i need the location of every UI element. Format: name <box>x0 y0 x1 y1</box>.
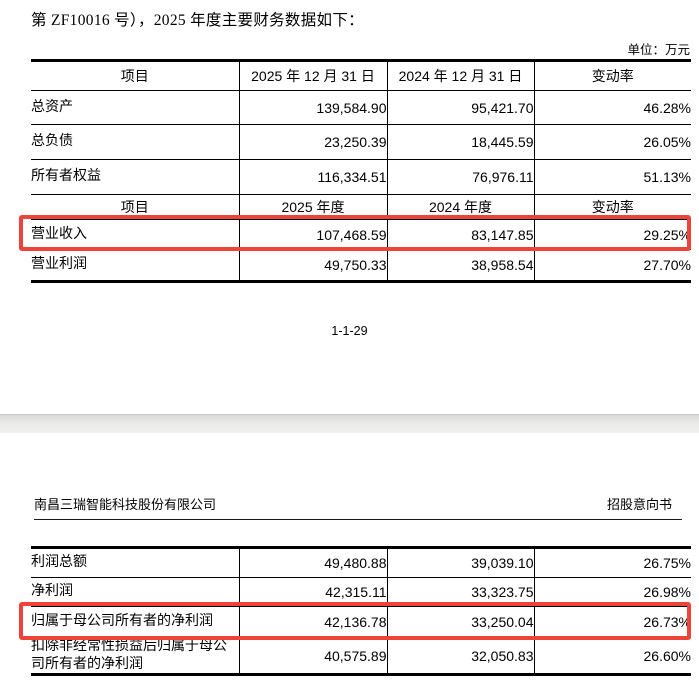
value-2024: 18,445.59 <box>386 124 534 160</box>
table-row-net-profit-deducted: 扣除非经常性损益后归属于母公司所有者的净利润 40,575.89 32,050.… <box>31 637 691 675</box>
document-type-label: 招股意向书 <box>606 497 672 512</box>
value-2024: 76,976.11 <box>386 159 534 195</box>
table-row-net-profit: 净利润 42,315.11 33,323.75 26.98% <box>31 577 691 607</box>
unit-label: 单位：万元 <box>627 43 690 57</box>
row-label: 归属于母公司所有者的净利润 <box>31 606 239 638</box>
financial-table-page1: 项目 2025 年 12 月 31 日 2024 年 12 月 31 日 变动率… <box>31 59 691 283</box>
col-header-2024-period: 2024 年度 <box>386 194 534 220</box>
table-row-net-profit-parent: 归属于母公司所有者的净利润 42,136.78 33,250.04 26.73% <box>31 606 691 638</box>
income-header-row: 项目 2025 年度 2024 年度 变动率 <box>31 194 691 220</box>
value-change: 29.25% <box>533 219 691 250</box>
table-row-total-profit: 利润总额 49,480.88 39,039.10 26.75% <box>31 547 691 578</box>
table-row-total-assets: 总资产 139,584.90 95,421.70 46.28% <box>31 90 691 125</box>
col-header-item: 项目 <box>31 194 239 220</box>
value-2025: 42,136.78 <box>238 606 387 638</box>
value-2025: 42,315.11 <box>238 577 387 607</box>
row-label: 净利润 <box>31 577 239 607</box>
page2-running-header: 南昌三瑞智能科技股份有限公司 招股意向书 <box>34 494 682 520</box>
page-separator-band <box>0 414 699 433</box>
table-row-total-liabilities: 总负债 23,250.39 18,445.59 26.05% <box>31 124 691 160</box>
balance-header-row: 项目 2025 年 12 月 31 日 2024 年 12 月 31 日 变动率 <box>31 60 691 91</box>
value-change: 26.05% <box>533 124 691 160</box>
row-label: 营业利润 <box>31 249 239 282</box>
row-label: 利润总额 <box>31 555 87 571</box>
value-2025: 23,250.39 <box>238 124 387 160</box>
value-change: 26.75% <box>533 547 691 578</box>
col-header-change-rate: 变动率 <box>533 60 691 91</box>
value-2024: 32,050.83 <box>386 637 534 675</box>
table-row-operating-profit: 营业利润 49,750.33 38,958.54 27.70% <box>31 249 691 282</box>
value-2025: 49,480.88 <box>238 547 387 578</box>
company-name: 南昌三瑞智能科技股份有限公司 <box>34 497 217 512</box>
value-change: 26.98% <box>533 577 691 607</box>
value-2024: 33,323.75 <box>386 577 534 607</box>
col-header-2025-period: 2025 年度 <box>238 194 387 220</box>
row-label: 总负债 <box>31 124 239 160</box>
value-change: 26.60% <box>533 637 691 675</box>
col-header-2024-date: 2024 年 12 月 31 日 <box>386 60 534 91</box>
col-header-item: 项目 <box>120 68 149 84</box>
value-2025: 40,575.89 <box>238 637 387 675</box>
financial-table-page2: 利润总额 49,480.88 39,039.10 26.75% 净利润 42,3… <box>31 546 691 676</box>
value-2024: 38,958.54 <box>386 249 534 282</box>
value-2025: 49,750.33 <box>238 249 387 282</box>
value-2024: 83,147.85 <box>386 219 534 250</box>
value-change: 51.13% <box>533 159 691 195</box>
value-2025: 116,334.51 <box>238 159 387 195</box>
value-2024: 33,250.04 <box>386 606 534 638</box>
row-label: 总资产 <box>31 90 239 125</box>
value-2025: 139,584.90 <box>238 90 387 125</box>
intro-text: 第 ZF10016 号），2025 年度主要财务数据如下： <box>31 12 364 29</box>
value-2024: 95,421.70 <box>386 90 534 125</box>
value-change: 26.73% <box>533 606 691 638</box>
table-row-operating-revenue: 营业收入 107,468.59 83,147.85 29.25% <box>31 219 691 250</box>
value-2024: 39,039.10 <box>386 547 534 578</box>
row-label: 营业收入 <box>31 219 239 250</box>
page-number: 1-1-29 <box>331 324 368 338</box>
row-label: 所有者权益 <box>31 159 239 195</box>
row-label: 扣除非经常性损益后归属于母公司所有者的净利润 <box>31 637 239 675</box>
value-2025: 107,468.59 <box>238 219 387 250</box>
col-header-2025-date: 2025 年 12 月 31 日 <box>238 60 387 91</box>
table-row-owners-equity: 所有者权益 116,334.51 76,976.11 51.13% <box>31 159 691 195</box>
value-change: 46.28% <box>533 90 691 125</box>
col-header-change-rate: 变动率 <box>533 194 691 220</box>
value-change: 27.70% <box>533 249 691 282</box>
